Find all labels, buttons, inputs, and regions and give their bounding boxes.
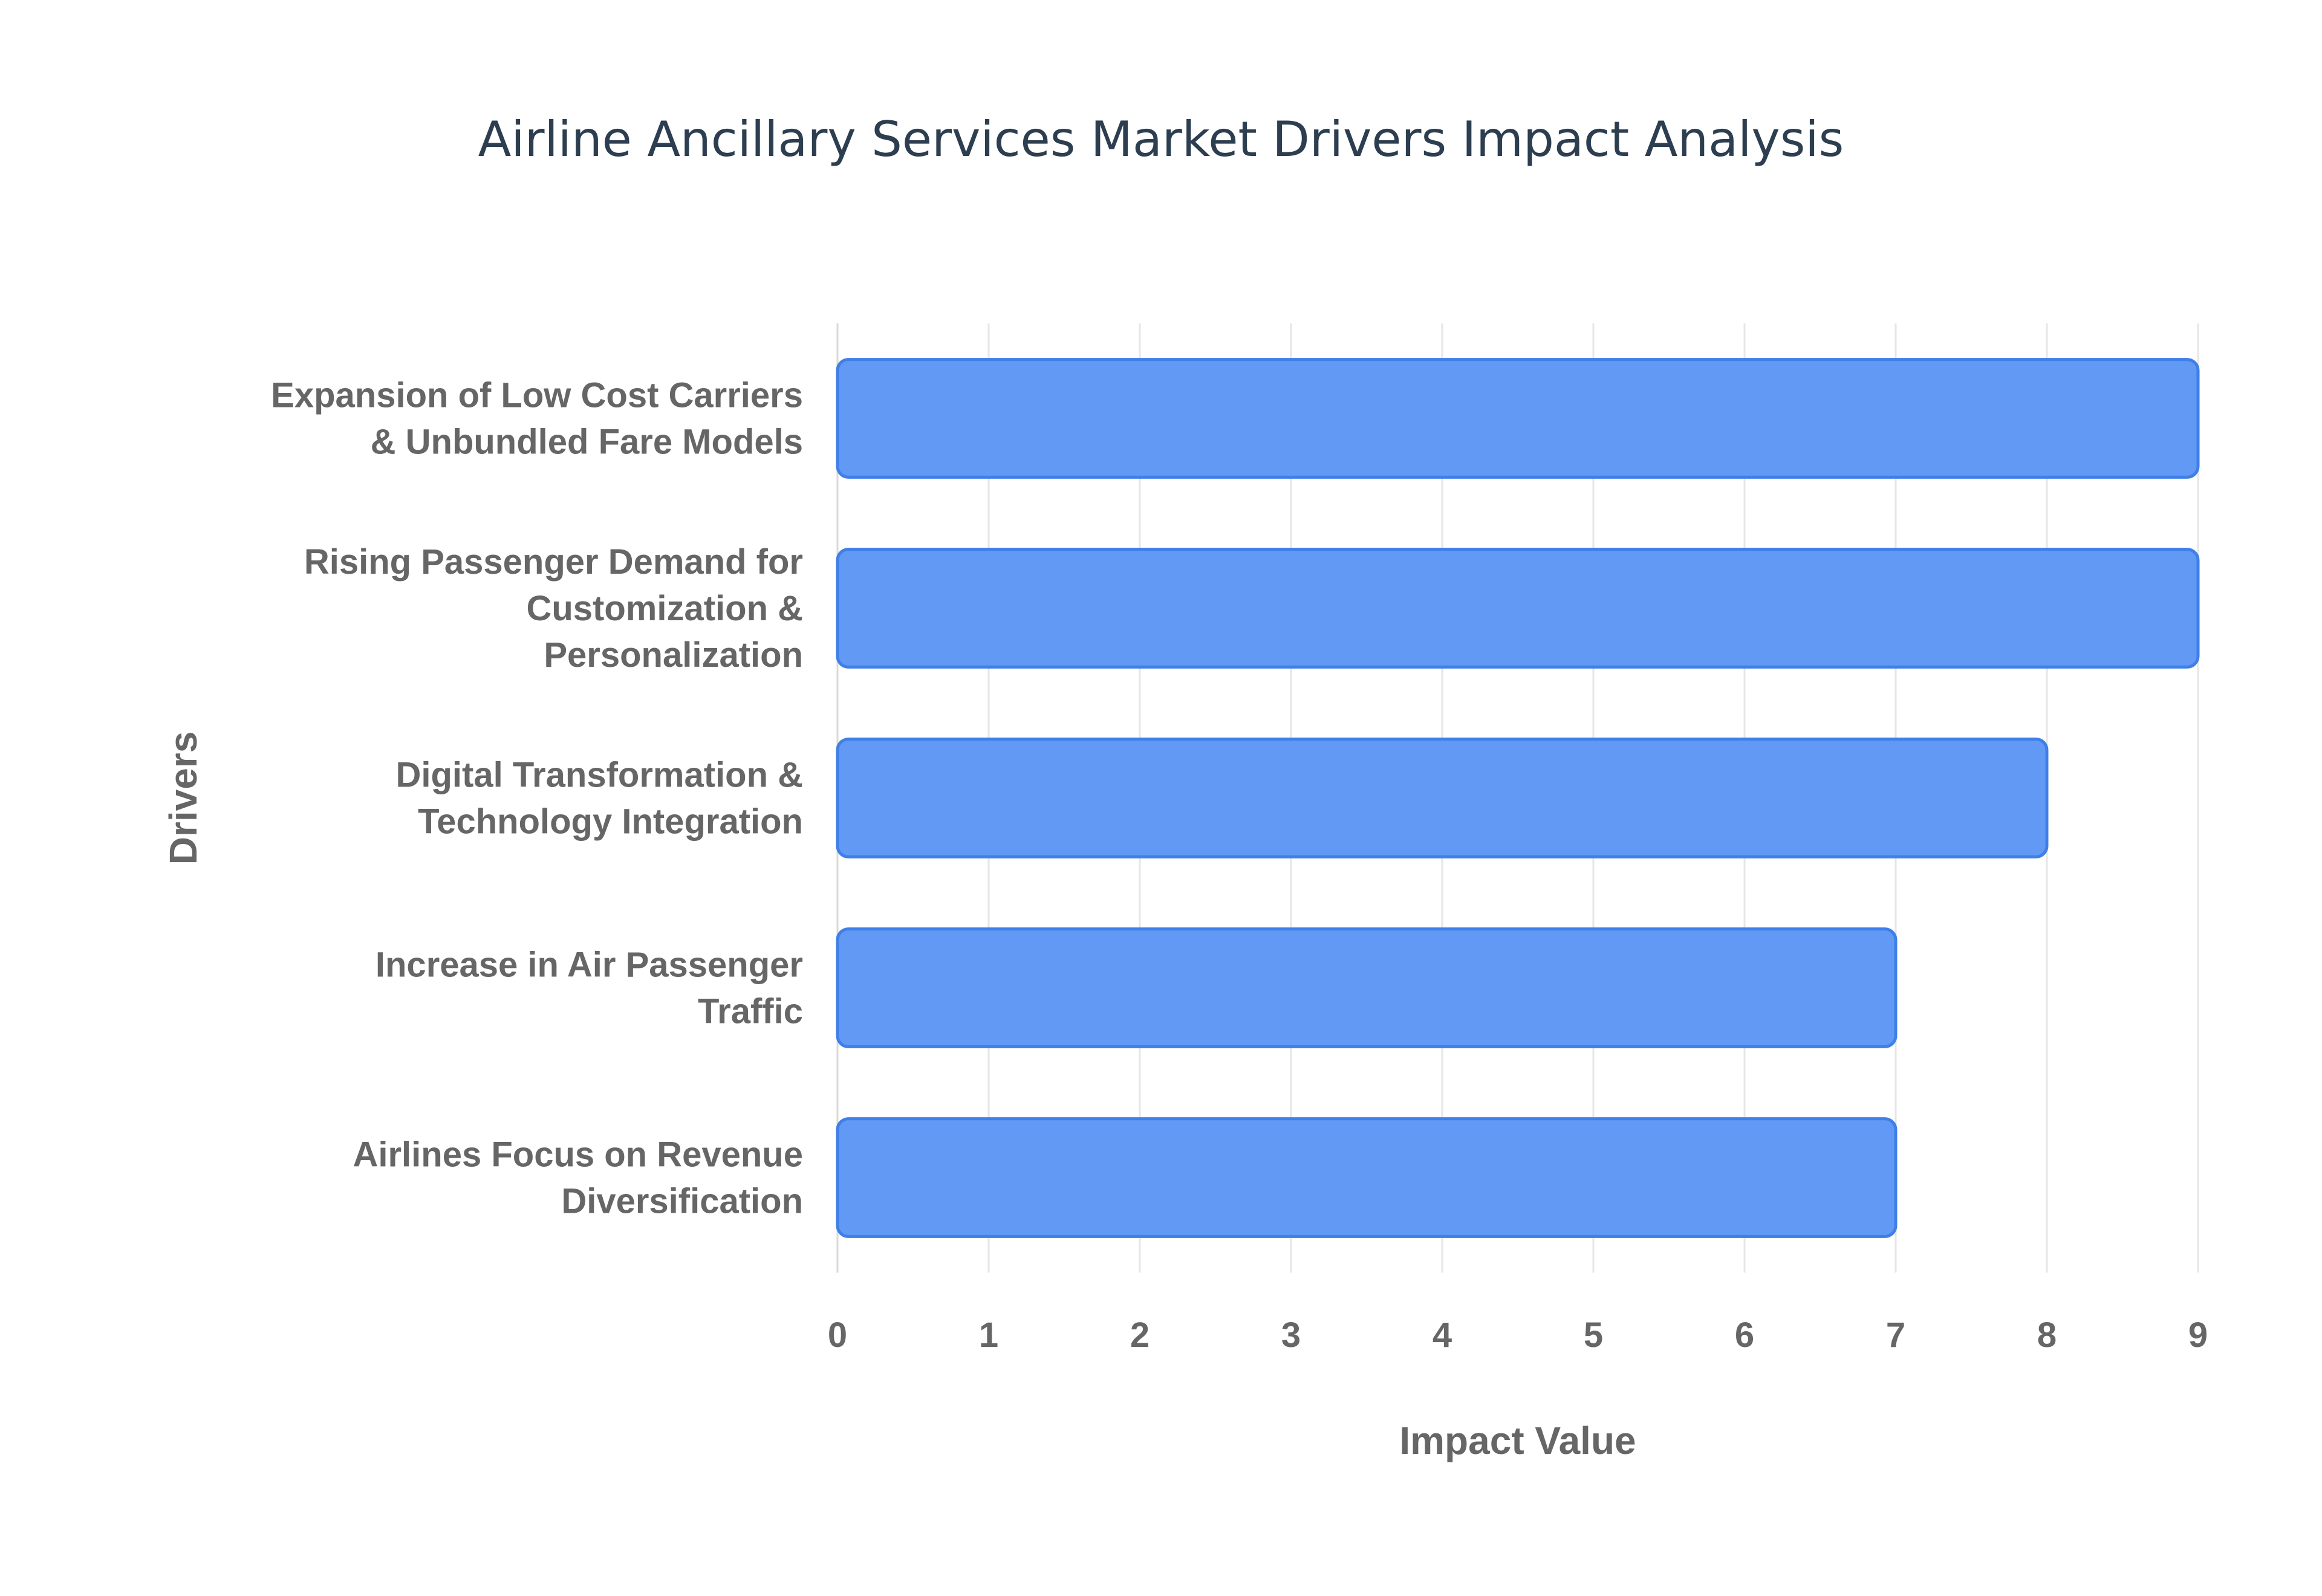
- category-label-line: Diversification: [561, 1182, 803, 1221]
- category-label-line: Personalization: [544, 635, 803, 675]
- bar-5[interactable]: [836, 1117, 1898, 1238]
- bar-3[interactable]: [836, 738, 2049, 858]
- bar-2[interactable]: [836, 548, 2200, 669]
- x-tick-label-7: 7: [1886, 1315, 1905, 1355]
- x-tick-label-6: 6: [1735, 1315, 1754, 1355]
- x-tick-labels: 0 1 2 3 4 5 6 7 8 9: [828, 1315, 2208, 1355]
- category-label-line: Expansion of Low Cost Carriers: [271, 376, 803, 415]
- x-tick-label-1: 1: [979, 1315, 998, 1355]
- x-tick-label-0: 0: [828, 1315, 847, 1355]
- x-axis-title: Impact Value: [1399, 1419, 1636, 1462]
- bars: [836, 358, 2200, 1238]
- y-axis-title: Drivers: [161, 731, 205, 865]
- bar-1[interactable]: [836, 358, 2200, 479]
- category-label-line: Airlines Focus on Revenue: [353, 1135, 803, 1175]
- x-tick-label-2: 2: [1130, 1315, 1150, 1355]
- x-tick-label-9: 9: [2188, 1315, 2208, 1355]
- category-label-line: Digital Transformation &: [395, 756, 803, 795]
- category-label-1: Expansion of Low Cost Carriers & Unbundle…: [271, 376, 803, 462]
- chart-title: Airline Ancillary Services Market Driver…: [478, 111, 1844, 167]
- category-label-line: & Unbundled Fare Models: [371, 423, 803, 462]
- x-tick-label-4: 4: [1433, 1315, 1452, 1355]
- category-labels: Expansion of Low Cost Carriers & Unbundle…: [271, 376, 803, 1221]
- category-label-line: Increase in Air Passenger: [376, 946, 803, 985]
- category-label-3: Digital Transformation & Technology Integ…: [395, 756, 803, 842]
- x-tick-label-5: 5: [1584, 1315, 1603, 1355]
- x-tick-label-3: 3: [1281, 1315, 1301, 1355]
- category-label-4: Increase in Air Passenger Traffic: [376, 946, 803, 1031]
- category-label-5: Airlines Focus on Revenue Diversification: [353, 1135, 803, 1221]
- bar-4[interactable]: [836, 927, 1898, 1048]
- category-label-line: Customization &: [526, 589, 803, 628]
- category-label-line: Traffic: [698, 992, 803, 1031]
- x-tick-label-8: 8: [2037, 1315, 2057, 1355]
- category-label-line: Rising Passenger Demand for: [304, 542, 803, 582]
- category-label-2: Rising Passenger Demand for Customization…: [304, 542, 803, 675]
- category-label-line: Technology Integration: [418, 802, 803, 842]
